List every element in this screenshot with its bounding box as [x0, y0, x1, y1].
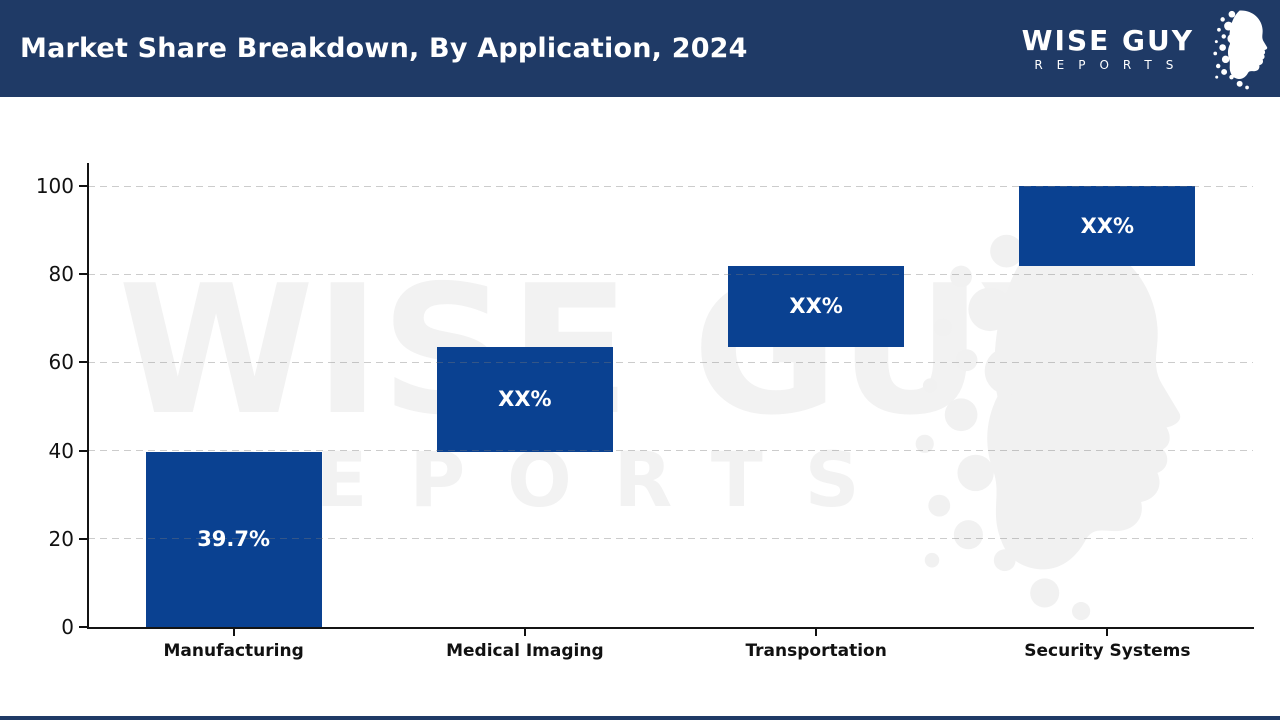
y-tick-mark: [79, 185, 88, 187]
y-tick-label: 100: [35, 174, 74, 198]
y-tick-label: 40: [48, 438, 74, 463]
x-axis-line: [87, 627, 1254, 629]
bar-value-label-security-systems: XX%: [1080, 213, 1135, 238]
logo-tagline: REPORTS: [1034, 57, 1188, 72]
bar-value-label-medical-imaging: XX%: [498, 387, 552, 412]
y-tick-mark: [79, 537, 88, 540]
x-category-label-transportation: Transportation: [745, 641, 887, 661]
bar-value-label-manufacturing: 39.7%: [197, 527, 271, 552]
x-category-label-medical-imaging: Medical Imaging: [446, 641, 604, 661]
x-category-label-manufacturing: Manufacturing: [163, 641, 304, 661]
gridline-100: [88, 185, 1253, 187]
bar-medical-imaging: [436, 346, 613, 452]
y-tick-label: 80: [48, 262, 74, 287]
x-category-label-security-systems: Security Systems: [1024, 641, 1191, 661]
y-tick-label: 60: [48, 350, 74, 375]
header-bar: Market Share Breakdown, By Application, …: [0, 0, 1280, 97]
gridline-80: [88, 273, 1253, 275]
x-tick-mark: [523, 629, 526, 636]
watermark-tagline: REPORTS: [215, 435, 902, 524]
footer-bar: [0, 716, 1280, 720]
y-axis-line: [87, 163, 89, 629]
wiseguy-logo-text: WISE GUY REPORTS: [1021, 23, 1194, 72]
gridline-20: [88, 538, 1253, 540]
logo-name: WISE GUY: [1021, 23, 1194, 57]
y-tick-mark: [79, 626, 88, 628]
y-tick-mark: [79, 449, 88, 452]
x-tick-mark: [232, 629, 235, 636]
y-tick-mark: [79, 273, 88, 276]
bar-transportation: [728, 265, 905, 347]
gridline-60: [88, 361, 1253, 363]
page-title: Market Share Breakdown, By Application, …: [20, 33, 748, 64]
y-tick-mark: [79, 361, 88, 364]
wiseguy-logo: WISE GUY REPORTS: [1022, 5, 1270, 92]
bar-value-label-transportation: XX%: [789, 294, 843, 319]
bar-security-systems: [1019, 186, 1196, 266]
x-tick-mark: [1106, 629, 1109, 636]
x-tick-mark: [815, 629, 818, 636]
y-tick-label: 0: [61, 615, 74, 639]
bar-manufacturing: [145, 451, 322, 627]
gridline-40: [88, 450, 1253, 452]
y-tick-label: 20: [48, 526, 74, 551]
